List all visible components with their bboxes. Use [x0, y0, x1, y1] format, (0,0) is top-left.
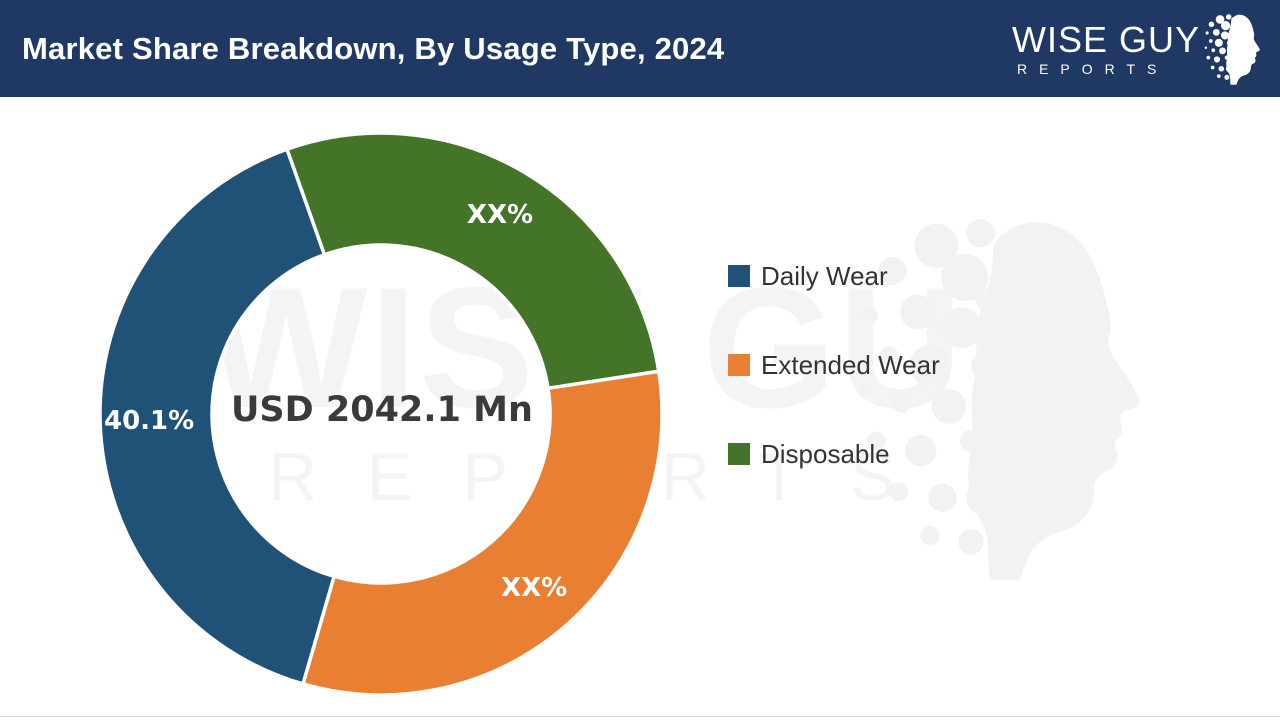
- legend-item-daily-wear: Daily Wear: [728, 261, 940, 291]
- legend-swatch: [728, 354, 750, 376]
- chart-legend: Daily Wear Extended Wear Disposable: [728, 261, 940, 528]
- legend-item-extended-wear: Extended Wear: [728, 350, 940, 380]
- legend-label: Disposable: [761, 438, 890, 469]
- donut-segment-disposable: [284, 131, 661, 391]
- donut-chart: 40.1% XX% XX%: [98, 131, 664, 697]
- chart-center-value: USD 2042.1 Mn: [231, 390, 533, 430]
- logo-brand-name: WISE GUY: [1011, 18, 1200, 60]
- segment-value-label: XX%: [467, 200, 533, 230]
- footer-divider: [0, 716, 1280, 720]
- logo-wordmark: WISE GUY REPORTS: [1011, 18, 1200, 77]
- donut-segment-extended-wear: [300, 369, 664, 697]
- legend-item-disposable: Disposable: [728, 439, 940, 469]
- wise-guy-logo: WISE GUY REPORTS: [1012, 12, 1264, 86]
- segment-value-label: XX%: [501, 573, 567, 603]
- header-bar: Market Share Breakdown, By Usage Type, 2…: [0, 0, 1280, 97]
- page-title: Market Share Breakdown, By Usage Type, 2…: [22, 30, 725, 66]
- donut-segment-daily-wear: [98, 146, 337, 687]
- wise-guy-head-icon: [1202, 12, 1264, 86]
- legend-swatch: [728, 443, 750, 465]
- logo-brand-subtitle: REPORTS: [1016, 60, 1169, 77]
- legend-swatch: [728, 265, 750, 287]
- legend-label: Extended Wear: [761, 349, 940, 380]
- segment-value-label: 40.1%: [104, 406, 194, 436]
- legend-label: Daily Wear: [761, 260, 888, 291]
